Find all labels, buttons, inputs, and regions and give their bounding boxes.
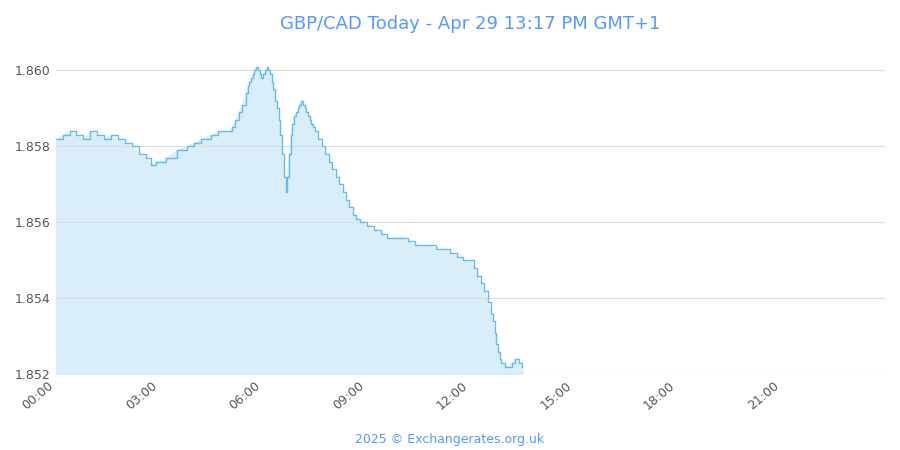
Text: 2025 © Exchangerates.org.uk: 2025 © Exchangerates.org.uk	[356, 432, 544, 446]
Title: GBP/CAD Today - Apr 29 13:17 PM GMT+1: GBP/CAD Today - Apr 29 13:17 PM GMT+1	[280, 15, 661, 33]
